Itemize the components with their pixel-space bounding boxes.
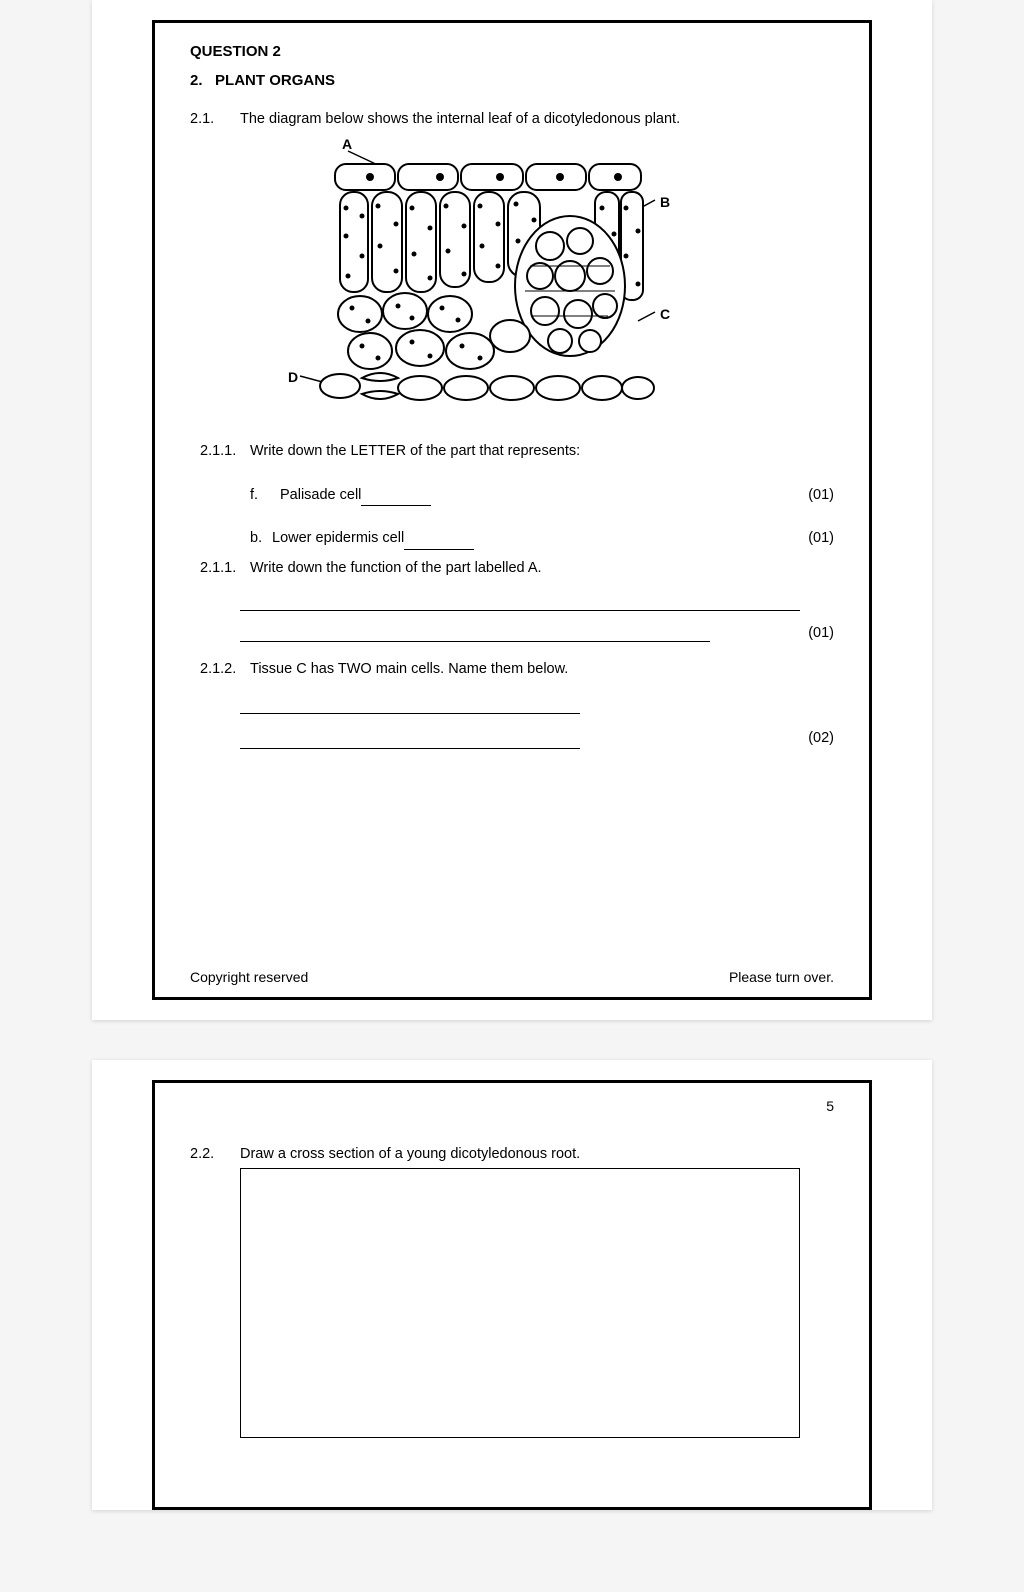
q212-line2-row: (02) xyxy=(190,714,834,750)
q211-number: 2.1.1. xyxy=(200,441,250,463)
blank-line[interactable] xyxy=(404,549,474,550)
answer-line[interactable] xyxy=(240,732,580,749)
q211b-text: Write down the function of the part labe… xyxy=(250,558,834,580)
answer-line[interactable] xyxy=(240,592,800,611)
q211-text: Write down the LETTER of the part that r… xyxy=(250,441,834,463)
q211-b-text: Lower epidermis cell xyxy=(272,530,404,546)
q211-f-body: Palisade cell xyxy=(280,485,774,507)
q211-b-marks: (01) xyxy=(774,528,834,550)
footer-turnover: Please turn over. xyxy=(729,969,834,985)
section-name: PLANT ORGANS xyxy=(215,72,335,89)
section-title: 2. PLANT ORGANS xyxy=(190,72,834,89)
q211b-number: 2.1.1. xyxy=(200,558,250,580)
leaf-svg xyxy=(240,136,680,416)
drawing-box[interactable] xyxy=(240,1168,800,1438)
diagram-label-a: A xyxy=(342,136,352,152)
q211-f-letter: f. xyxy=(250,485,280,507)
page-frame: 5 2.2. Draw a cross section of a young d… xyxy=(152,1080,872,1510)
question-title: QUESTION 2 xyxy=(190,43,834,60)
q212-row: 2.1.2. Tissue C has TWO main cells. Name… xyxy=(190,659,834,681)
q211b-line2-row: (01) xyxy=(190,611,834,645)
leaf-diagram: A B C D xyxy=(240,136,680,416)
answer-line[interactable] xyxy=(240,694,580,713)
q211-b-body: Lower epidermis cell xyxy=(272,528,774,550)
page-footer: Copyright reserved Please turn over. xyxy=(190,969,834,985)
answer-line[interactable] xyxy=(240,625,710,642)
q21-row: 2.1. The diagram below shows the interna… xyxy=(190,109,834,131)
page-number: 5 xyxy=(190,1098,834,1114)
q22-number: 2.2. xyxy=(190,1144,240,1166)
diagram-label-b: B xyxy=(660,194,670,210)
q212-text: Tissue C has TWO main cells. Name them b… xyxy=(250,659,834,681)
q211b-row: 2.1.1. Write down the function of the pa… xyxy=(190,558,834,580)
q212-marks: (02) xyxy=(774,714,834,750)
page-2: 5 2.2. Draw a cross section of a young d… xyxy=(92,1060,932,1510)
q211-f-marks: (01) xyxy=(774,485,834,507)
diagram-label-c: C xyxy=(660,306,670,322)
q22-row: 2.2. Draw a cross section of a young dic… xyxy=(190,1144,834,1166)
q21-text: The diagram below shows the internal lea… xyxy=(240,109,834,131)
blank-line[interactable] xyxy=(361,505,431,506)
q212-number: 2.1.2. xyxy=(200,659,250,681)
diagram-label-d: D xyxy=(288,369,298,385)
q211-f-row: f. Palisade cell (01) xyxy=(190,485,834,507)
page-frame: QUESTION 2 2. PLANT ORGANS 2.1. The diag… xyxy=(152,20,872,1000)
q211-f-text: Palisade cell xyxy=(280,487,361,503)
footer-copyright: Copyright reserved xyxy=(190,969,308,985)
q211-row: 2.1.1. Write down the LETTER of the part… xyxy=(190,441,834,463)
section-number: 2. xyxy=(190,72,203,89)
q21-number: 2.1. xyxy=(190,109,240,131)
page-1: QUESTION 2 2. PLANT ORGANS 2.1. The diag… xyxy=(92,0,932,1020)
q211b-marks: (01) xyxy=(774,611,834,645)
q211-b-row: b. Lower epidermis cell (01) xyxy=(190,528,834,550)
q22-text: Draw a cross section of a young dicotyle… xyxy=(240,1144,834,1166)
q211-b-letter: b. xyxy=(250,528,272,550)
